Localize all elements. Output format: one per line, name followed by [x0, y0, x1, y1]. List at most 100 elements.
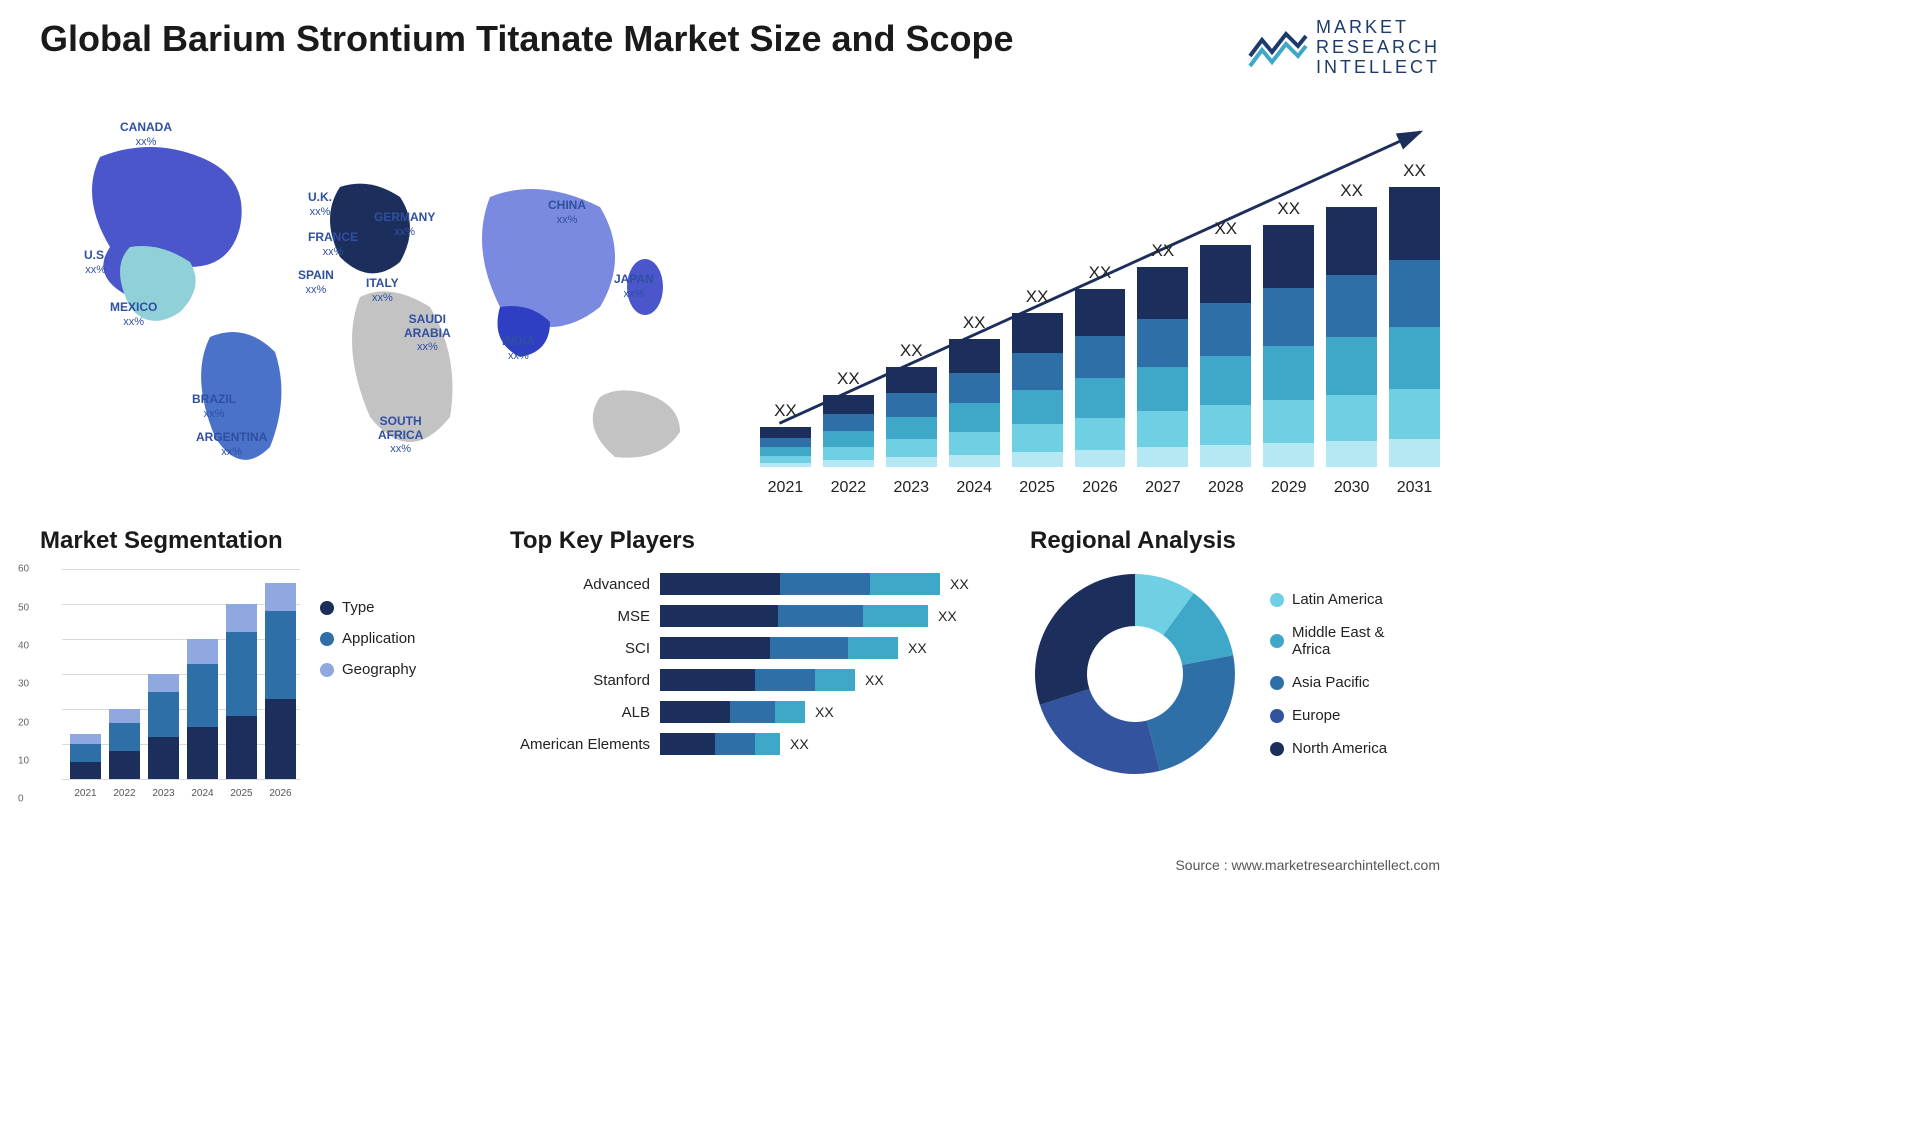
seg-bar-2026	[265, 583, 296, 779]
segmentation-legend: Type Application Geography	[320, 569, 416, 799]
growth-year-label: 2024	[949, 479, 1000, 497]
growth-bar-2031: XX	[1389, 161, 1440, 467]
growth-value: XX	[1152, 241, 1175, 261]
kp-name: Stanford	[510, 672, 650, 689]
growth-chart: XX XX XX XX XX XX XX XX XX XX XX 2021 2022 2023 2024 2…	[760, 97, 1440, 497]
growth-value: XX	[1403, 161, 1426, 181]
seg-bar-2022	[109, 709, 140, 779]
kp-value: XX	[865, 672, 884, 688]
segmentation-title: Market Segmentation	[40, 527, 470, 555]
regional-panel: Regional Analysis Latin America Middle Ea…	[1030, 527, 1440, 799]
seg-ytick: 40	[18, 641, 29, 652]
kp-value: XX	[815, 704, 834, 720]
kp-bar	[660, 637, 898, 659]
world-map: CANADAxx% U.S.xx% MEXICOxx% BRAZILxx% ARGENT…	[40, 97, 730, 497]
seg-ytick: 0	[18, 794, 24, 805]
growth-bar-2030: XX	[1326, 181, 1377, 467]
seg-ytick: 50	[18, 602, 29, 613]
legend-item: Type	[320, 599, 416, 616]
growth-year-label: 2028	[1200, 479, 1251, 497]
seg-bar-2024	[187, 639, 218, 779]
kp-row: AdvancedXX	[510, 573, 990, 595]
logo-icon	[1248, 26, 1308, 70]
map-label-south-africa: SOUTHAFRICAxx%	[378, 415, 423, 455]
seg-ytick: 30	[18, 679, 29, 690]
brand-logo: MARKET RESEARCH INTELLECT	[1248, 18, 1440, 77]
growth-value: XX	[774, 401, 797, 421]
map-label-japan: JAPANxx%	[614, 273, 654, 299]
growth-year-label: 2031	[1389, 479, 1440, 497]
seg-x-label: 2021	[70, 788, 101, 799]
growth-bar-2024: XX	[949, 313, 1000, 467]
map-label-u-s-: U.S.xx%	[84, 249, 107, 275]
growth-bar-2022: XX	[823, 369, 874, 467]
segmentation-chart: 202120222023202420252026 0102030405060	[40, 569, 300, 799]
map-label-france: FRANCExx%	[308, 231, 358, 257]
growth-bar-2029: XX	[1263, 199, 1314, 467]
growth-year-label: 2023	[886, 479, 937, 497]
donut-slice	[1035, 574, 1135, 705]
seg-bar-2025	[226, 604, 257, 779]
kp-name: SCI	[510, 640, 650, 657]
kp-row: American ElementsXX	[510, 733, 990, 755]
map-label-mexico: MEXICOxx%	[110, 301, 157, 327]
logo-line1: MARKET	[1316, 18, 1440, 38]
map-label-china: CHINAxx%	[548, 199, 586, 225]
kp-bar	[660, 573, 940, 595]
kp-row: ALBXX	[510, 701, 990, 723]
seg-ytick: 10	[18, 756, 29, 767]
growth-value: XX	[837, 369, 860, 389]
kp-bar	[660, 669, 855, 691]
growth-value: XX	[1340, 181, 1363, 201]
kp-value: XX	[938, 608, 957, 624]
growth-year-label: 2030	[1326, 479, 1377, 497]
growth-year-label: 2026	[1075, 479, 1126, 497]
growth-value: XX	[1089, 263, 1112, 283]
key-players-panel: Top Key Players AdvancedXXMSEXXSCIXXStan…	[510, 527, 990, 799]
kp-value: XX	[950, 576, 969, 592]
growth-year-label: 2021	[760, 479, 811, 497]
legend-item: North America	[1270, 740, 1387, 757]
map-label-india: INDIAxx%	[502, 335, 535, 361]
legend-item: Asia Pacific	[1270, 674, 1387, 691]
growth-year-label: 2025	[1012, 479, 1063, 497]
logo-line3: INTELLECT	[1316, 58, 1440, 78]
growth-year-label: 2027	[1137, 479, 1188, 497]
map-label-brazil: BRAZILxx%	[192, 393, 236, 419]
legend-item: Geography	[320, 661, 416, 678]
growth-bar-2021: XX	[760, 401, 811, 467]
seg-ytick: 20	[18, 717, 29, 728]
growth-bar-2025: XX	[1012, 287, 1063, 467]
growth-value: XX	[1026, 287, 1049, 307]
growth-year-label: 2022	[823, 479, 874, 497]
regional-title: Regional Analysis	[1030, 527, 1440, 555]
growth-value: XX	[1277, 199, 1300, 219]
growth-bar-2023: XX	[886, 341, 937, 467]
growth-value: XX	[900, 341, 923, 361]
donut-slice	[1040, 689, 1160, 774]
legend-item: Europe	[1270, 707, 1387, 724]
map-label-saudi-arabia: SAUDIARABIAxx%	[404, 313, 451, 353]
map-label-germany: GERMANYxx%	[374, 211, 435, 237]
regional-donut	[1030, 569, 1240, 779]
segmentation-panel: Market Segmentation 20212022202320242025…	[40, 527, 470, 799]
legend-item: Application	[320, 630, 416, 647]
logo-line2: RESEARCH	[1316, 38, 1440, 58]
map-label-canada: CANADAxx%	[120, 121, 172, 147]
seg-x-label: 2025	[226, 788, 257, 799]
map-label-argentina: ARGENTINAxx%	[196, 431, 267, 457]
legend-item: Latin America	[1270, 591, 1387, 608]
growth-bar-2026: XX	[1075, 263, 1126, 467]
legend-item: Middle East &Africa	[1270, 624, 1387, 658]
kp-value: XX	[908, 640, 927, 656]
source-attribution: Source : www.marketresearchintellect.com	[1175, 857, 1440, 873]
page-title: Global Barium Strontium Titanate Market …	[40, 18, 1014, 60]
kp-row: Stanford XX	[510, 669, 990, 691]
seg-x-label: 2022	[109, 788, 140, 799]
seg-ytick: 60	[18, 564, 29, 575]
growth-bar-2027: XX	[1137, 241, 1188, 467]
kp-bar	[660, 605, 928, 627]
map-label-italy: ITALYxx%	[366, 277, 399, 303]
donut-slice	[1147, 656, 1235, 772]
growth-bar-2028: XX	[1200, 219, 1251, 467]
